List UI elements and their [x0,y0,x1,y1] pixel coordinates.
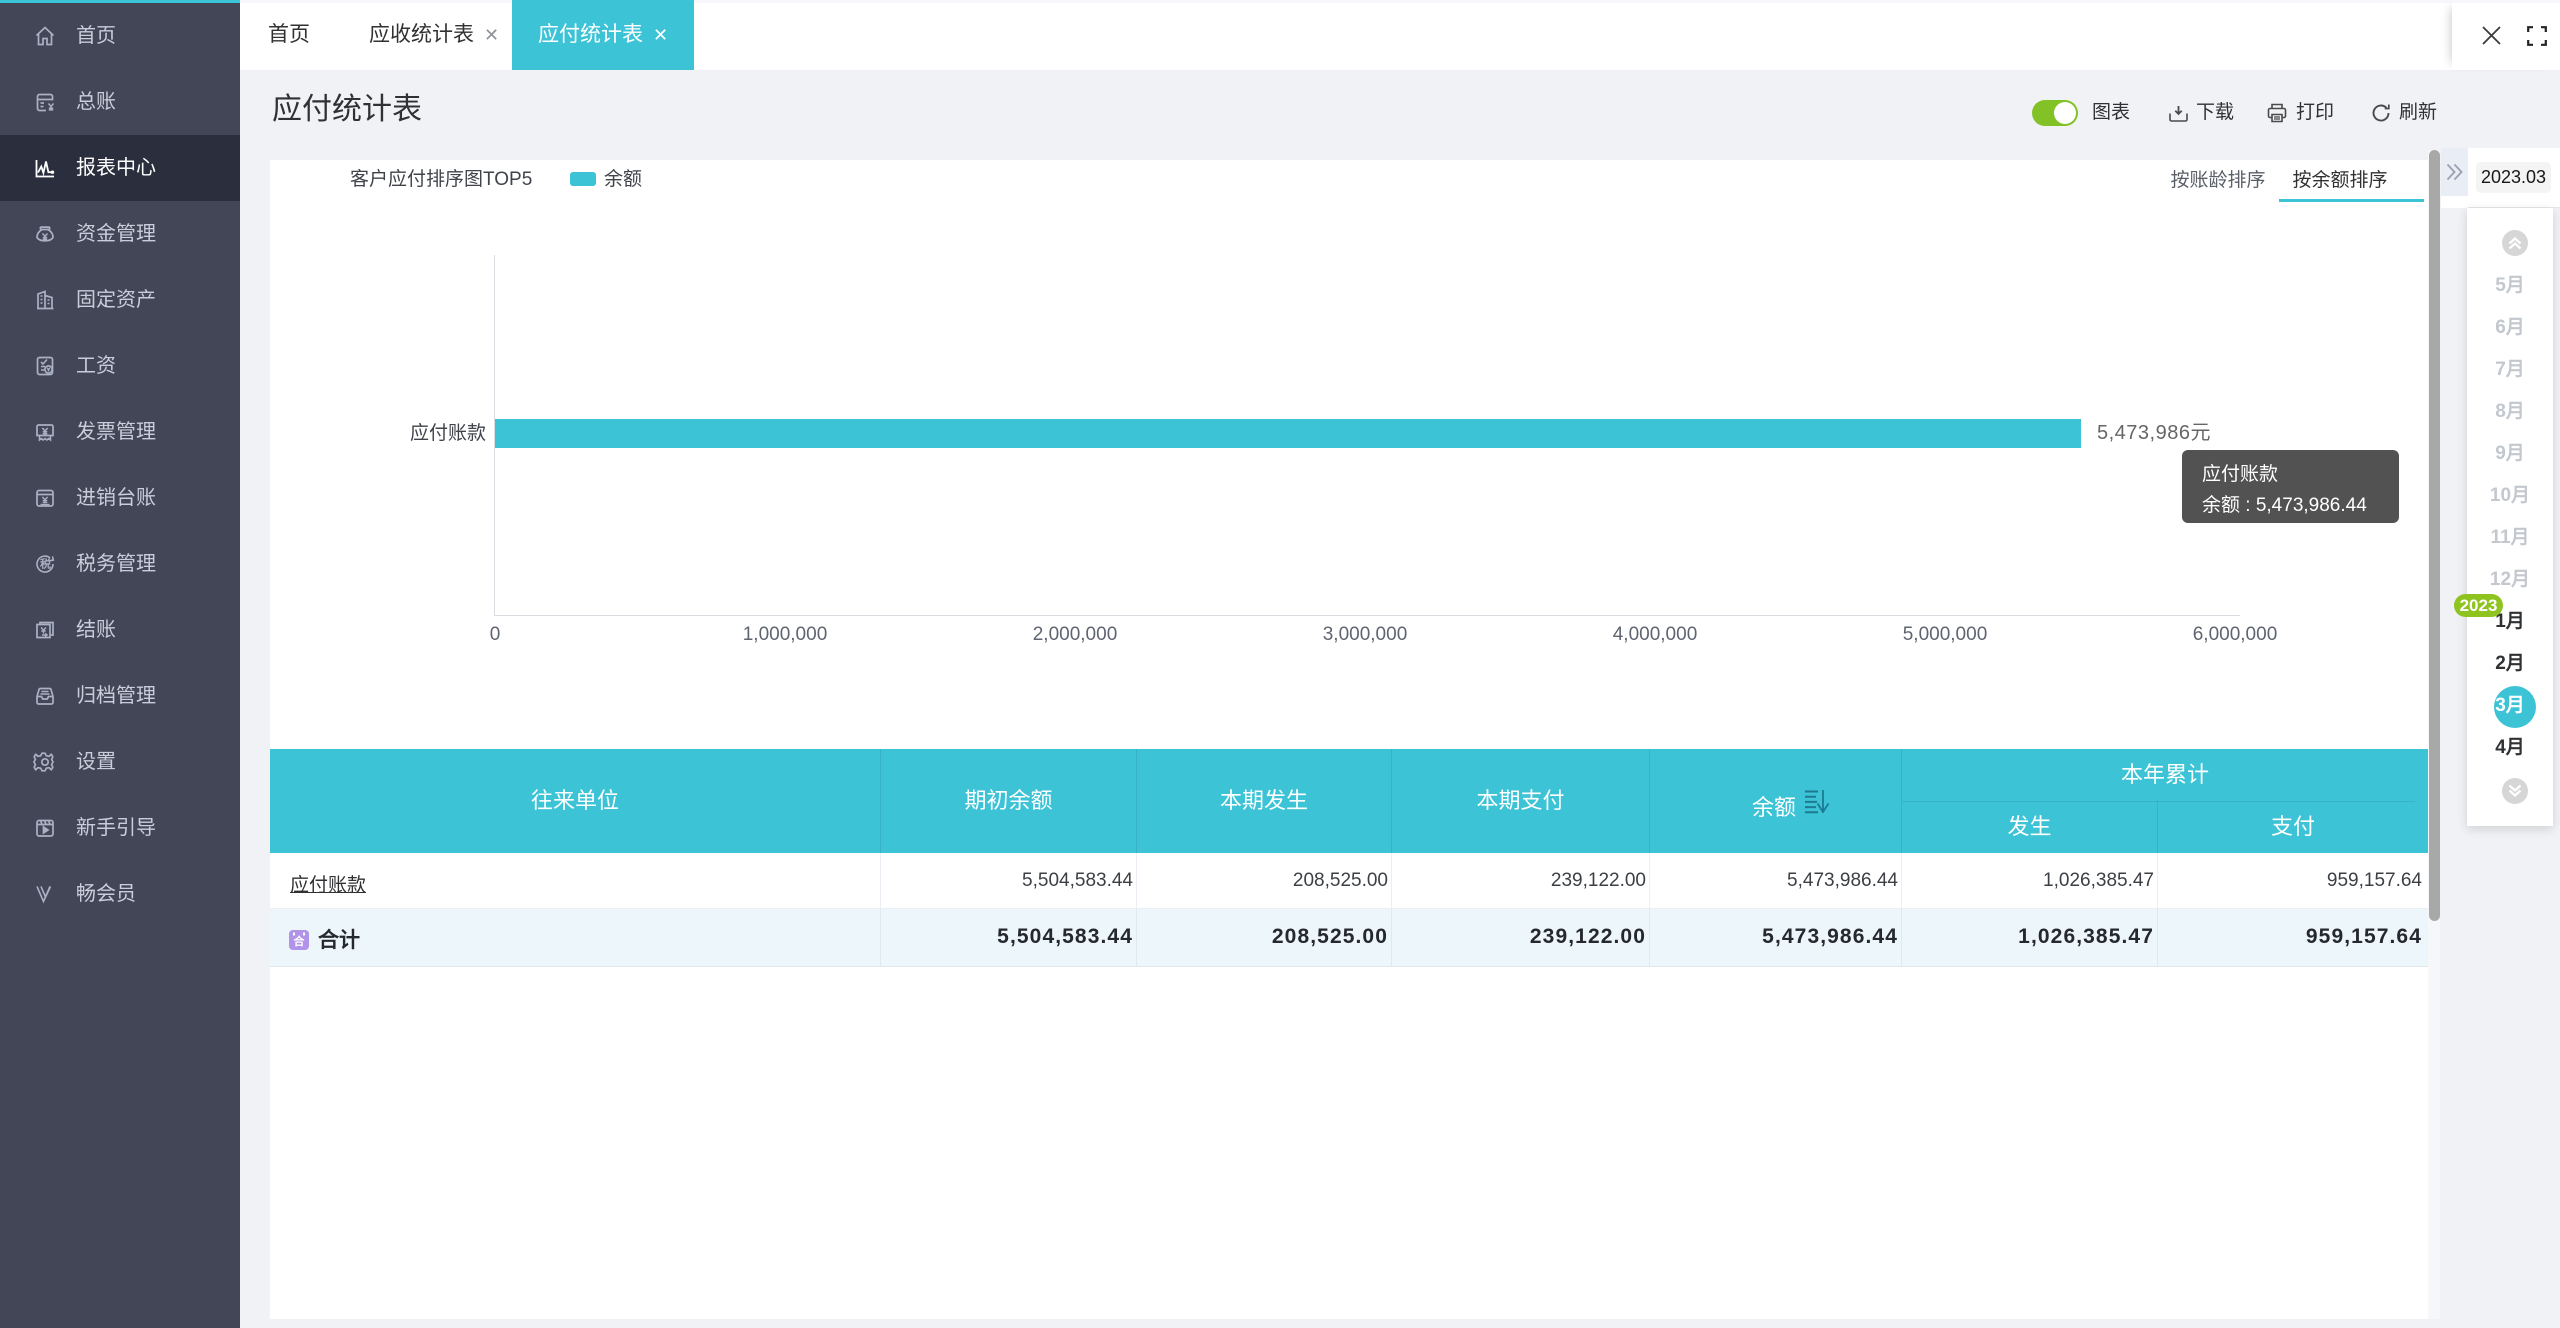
svg-text:税: 税 [40,557,51,571]
svg-text:合: 合 [294,934,306,948]
